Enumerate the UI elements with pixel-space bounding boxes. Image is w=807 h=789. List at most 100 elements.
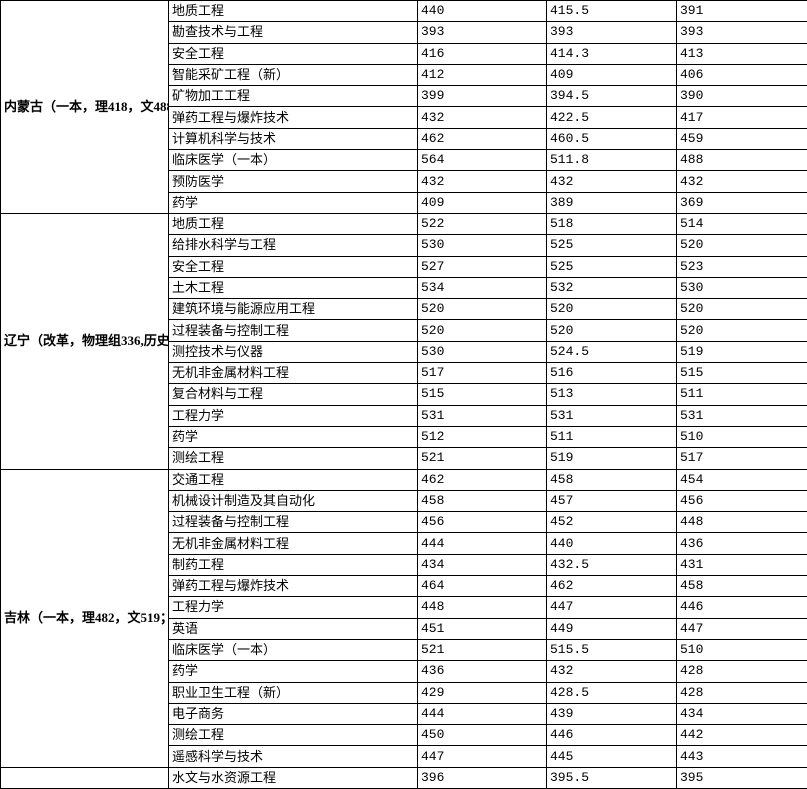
major-name-cell: 机械设计制造及其自动化 bbox=[169, 490, 418, 511]
major-name-cell: 制药工程 bbox=[169, 554, 418, 575]
avg-score-cell: 389 bbox=[547, 192, 677, 213]
major-name-cell: 矿物加工工程 bbox=[169, 86, 418, 107]
avg-score-cell: 511 bbox=[547, 426, 677, 447]
major-name-cell: 英语 bbox=[169, 618, 418, 639]
min-score-cell: 395 bbox=[677, 767, 807, 788]
min-score-cell: 432 bbox=[677, 171, 807, 192]
min-score-cell: 514 bbox=[677, 213, 807, 234]
major-name-cell: 地质工程 bbox=[169, 213, 418, 234]
avg-score-cell: 462 bbox=[547, 576, 677, 597]
max-score-cell: 436 bbox=[418, 661, 547, 682]
min-score-cell: 459 bbox=[677, 128, 807, 149]
avg-score-cell: 457 bbox=[547, 490, 677, 511]
major-name-cell: 临床医学（一本） bbox=[169, 639, 418, 660]
min-score-cell: 510 bbox=[677, 639, 807, 660]
major-name-cell: 预防医学 bbox=[169, 171, 418, 192]
region-label: 吉林（一本，理482，文519；二本，理305,文335） bbox=[4, 609, 166, 627]
max-score-cell: 462 bbox=[418, 469, 547, 490]
min-score-cell: 454 bbox=[677, 469, 807, 490]
avg-score-cell: 393 bbox=[547, 22, 677, 43]
avg-score-cell: 516 bbox=[547, 363, 677, 384]
min-score-cell: 520 bbox=[677, 235, 807, 256]
avg-score-cell: 415.5 bbox=[547, 1, 677, 22]
avg-score-cell: 515.5 bbox=[547, 639, 677, 660]
min-score-cell: 443 bbox=[677, 746, 807, 767]
avg-score-cell: 524.5 bbox=[547, 341, 677, 362]
avg-score-cell: 518 bbox=[547, 213, 677, 234]
avg-score-cell: 525 bbox=[547, 256, 677, 277]
min-score-cell: 406 bbox=[677, 64, 807, 85]
max-score-cell: 515 bbox=[418, 384, 547, 405]
max-score-cell: 444 bbox=[418, 703, 547, 724]
major-name-cell: 临床医学（一本） bbox=[169, 150, 418, 171]
max-score-cell: 520 bbox=[418, 299, 547, 320]
major-name-cell: 智能采矿工程（新） bbox=[169, 64, 418, 85]
max-score-cell: 432 bbox=[418, 171, 547, 192]
major-name-cell: 勘查技术与工程 bbox=[169, 22, 418, 43]
avg-score-cell: 531 bbox=[547, 405, 677, 426]
avg-score-cell: 520 bbox=[547, 299, 677, 320]
major-name-cell: 计算机科学与技术 bbox=[169, 128, 418, 149]
region-label-cell: 内蒙古（一本，理418，文488；二本，理301，文392） bbox=[1, 1, 169, 214]
major-name-cell: 测绘工程 bbox=[169, 448, 418, 469]
major-name-cell: 测控技术与仪器 bbox=[169, 341, 418, 362]
region-label-cell bbox=[1, 767, 169, 788]
min-score-cell: 458 bbox=[677, 576, 807, 597]
avg-score-cell: 511.8 bbox=[547, 150, 677, 171]
max-score-cell: 512 bbox=[418, 426, 547, 447]
region-label: 辽宁（改革，物理组336,历史组456） bbox=[4, 332, 166, 350]
max-score-cell: 527 bbox=[418, 256, 547, 277]
major-name-cell: 建筑环境与能源应用工程 bbox=[169, 299, 418, 320]
max-score-cell: 456 bbox=[418, 512, 547, 533]
major-name-cell: 安全工程 bbox=[169, 43, 418, 64]
max-score-cell: 399 bbox=[418, 86, 547, 107]
major-name-cell: 给排水科学与工程 bbox=[169, 235, 418, 256]
avg-score-cell: 428.5 bbox=[547, 682, 677, 703]
max-score-cell: 429 bbox=[418, 682, 547, 703]
major-name-cell: 复合材料与工程 bbox=[169, 384, 418, 405]
max-score-cell: 521 bbox=[418, 448, 547, 469]
max-score-cell: 448 bbox=[418, 597, 547, 618]
max-score-cell: 530 bbox=[418, 235, 547, 256]
avg-score-cell: 395.5 bbox=[547, 767, 677, 788]
max-score-cell: 464 bbox=[418, 576, 547, 597]
max-score-cell: 564 bbox=[418, 150, 547, 171]
min-score-cell: 446 bbox=[677, 597, 807, 618]
major-name-cell: 弹药工程与爆炸技术 bbox=[169, 107, 418, 128]
table-row: 内蒙古（一本，理418，文488；二本，理301，文392）地质工程440415… bbox=[1, 1, 807, 22]
max-score-cell: 396 bbox=[418, 767, 547, 788]
major-name-cell: 测绘工程 bbox=[169, 725, 418, 746]
avg-score-cell: 447 bbox=[547, 597, 677, 618]
major-name-cell: 遥感科学与技术 bbox=[169, 746, 418, 767]
min-score-cell: 510 bbox=[677, 426, 807, 447]
avg-score-cell: 525 bbox=[547, 235, 677, 256]
avg-score-cell: 532 bbox=[547, 277, 677, 298]
min-score-cell: 390 bbox=[677, 86, 807, 107]
max-score-cell: 409 bbox=[418, 192, 547, 213]
max-score-cell: 434 bbox=[418, 554, 547, 575]
min-score-cell: 428 bbox=[677, 682, 807, 703]
min-score-cell: 519 bbox=[677, 341, 807, 362]
avg-score-cell: 458 bbox=[547, 469, 677, 490]
max-score-cell: 432 bbox=[418, 107, 547, 128]
avg-score-cell: 452 bbox=[547, 512, 677, 533]
min-score-cell: 515 bbox=[677, 363, 807, 384]
max-score-cell: 530 bbox=[418, 341, 547, 362]
avg-score-cell: 519 bbox=[547, 448, 677, 469]
max-score-cell: 393 bbox=[418, 22, 547, 43]
avg-score-cell: 422.5 bbox=[547, 107, 677, 128]
avg-score-cell: 520 bbox=[547, 320, 677, 341]
min-score-cell: 523 bbox=[677, 256, 807, 277]
min-score-cell: 488 bbox=[677, 150, 807, 171]
avg-score-cell: 440 bbox=[547, 533, 677, 554]
major-name-cell: 药学 bbox=[169, 661, 418, 682]
min-score-cell: 393 bbox=[677, 22, 807, 43]
major-name-cell: 过程装备与控制工程 bbox=[169, 512, 418, 533]
min-score-cell: 531 bbox=[677, 405, 807, 426]
major-name-cell: 工程力学 bbox=[169, 597, 418, 618]
major-name-cell: 工程力学 bbox=[169, 405, 418, 426]
max-score-cell: 440 bbox=[418, 1, 547, 22]
